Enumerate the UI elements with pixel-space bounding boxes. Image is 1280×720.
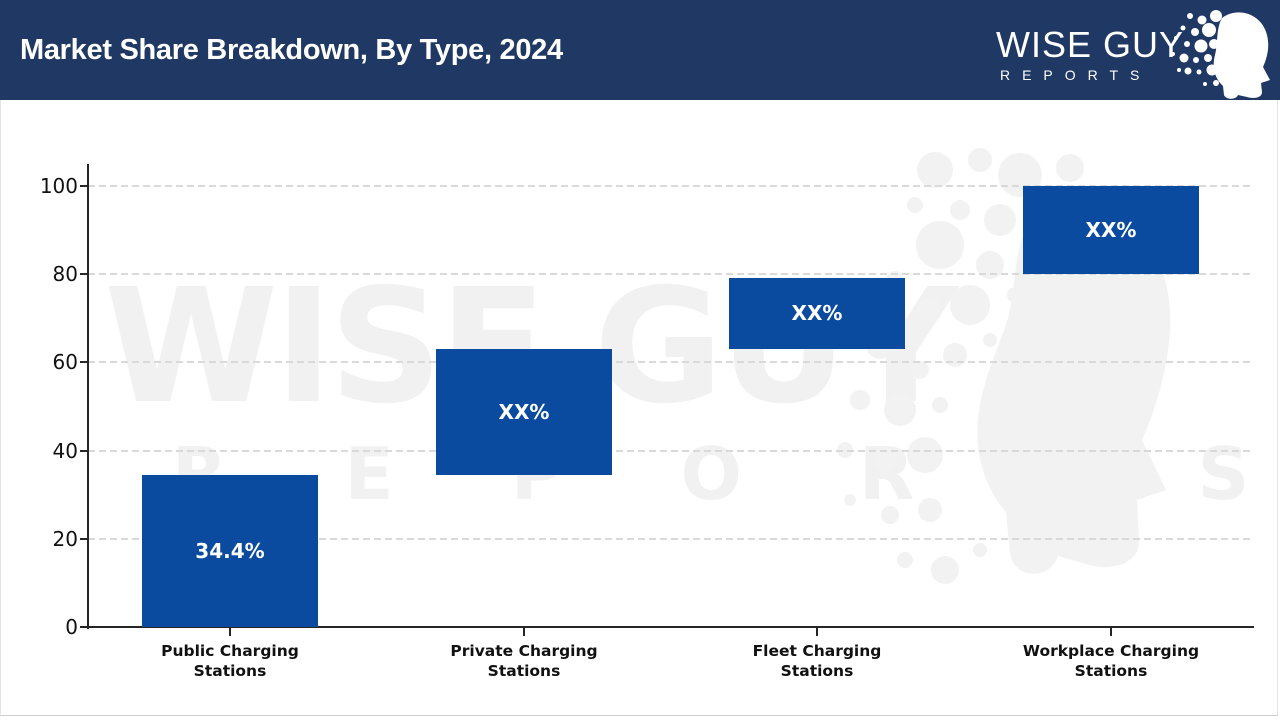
y-tick-mark	[80, 626, 88, 628]
y-tick-label: 80	[52, 262, 78, 287]
x-tick-mark	[816, 628, 818, 636]
y-tick-mark	[80, 185, 88, 187]
y-tick-label: 100	[39, 174, 78, 198]
y-tick-mark	[80, 361, 88, 364]
x-tick-mark	[229, 628, 231, 636]
y-axis-line	[87, 163, 89, 629]
bar: XX%	[1023, 186, 1199, 275]
bar: XX%	[436, 349, 612, 476]
logo-wordmark-line1: WISE GUY	[995, 24, 1184, 65]
x-tick-mark	[1110, 628, 1112, 636]
brand-logo: WISE GUY REPORTS	[996, 8, 1274, 100]
header-bar: Market Share Breakdown, By Type, 2024 WI…	[0, 0, 1280, 100]
category-label: Fleet Charging Stations	[752, 642, 882, 680]
y-tick-label: 0	[65, 615, 78, 639]
category-label: Workplace Charging Stations	[1022, 642, 1200, 680]
bar-value-label: XX%	[1085, 218, 1137, 243]
y-tick-mark	[80, 537, 88, 540]
gridline	[88, 449, 1254, 452]
logo-wordmark-line2: REPORTS	[999, 67, 1152, 83]
bar-value-label: XX%	[498, 400, 550, 425]
gridline	[88, 537, 1254, 540]
logo-head-icon	[1171, 10, 1270, 99]
y-tick-mark	[80, 273, 88, 276]
gridline	[88, 273, 1254, 276]
y-tick-mark	[80, 449, 88, 452]
bar-value-label: 34.4%	[195, 539, 265, 564]
y-tick-label: 20	[52, 526, 78, 551]
bar: XX%	[729, 277, 905, 350]
category-label: Private Charging Stations	[450, 642, 598, 680]
y-tick-label: 40	[52, 438, 78, 463]
bar-value-label: XX%	[791, 301, 843, 326]
bar: 34.4%	[142, 475, 318, 627]
x-axis-line	[87, 626, 1254, 628]
page-title: Market Share Breakdown, By Type, 2024	[20, 33, 563, 66]
y-tick-label: 60	[52, 350, 78, 375]
category-label: Public Charging Stations	[161, 642, 299, 680]
gridline	[88, 361, 1254, 364]
x-tick-mark	[523, 628, 525, 636]
gridline	[88, 185, 1254, 187]
logo-wordmark: WISE GUY REPORTS	[995, 24, 1184, 84]
